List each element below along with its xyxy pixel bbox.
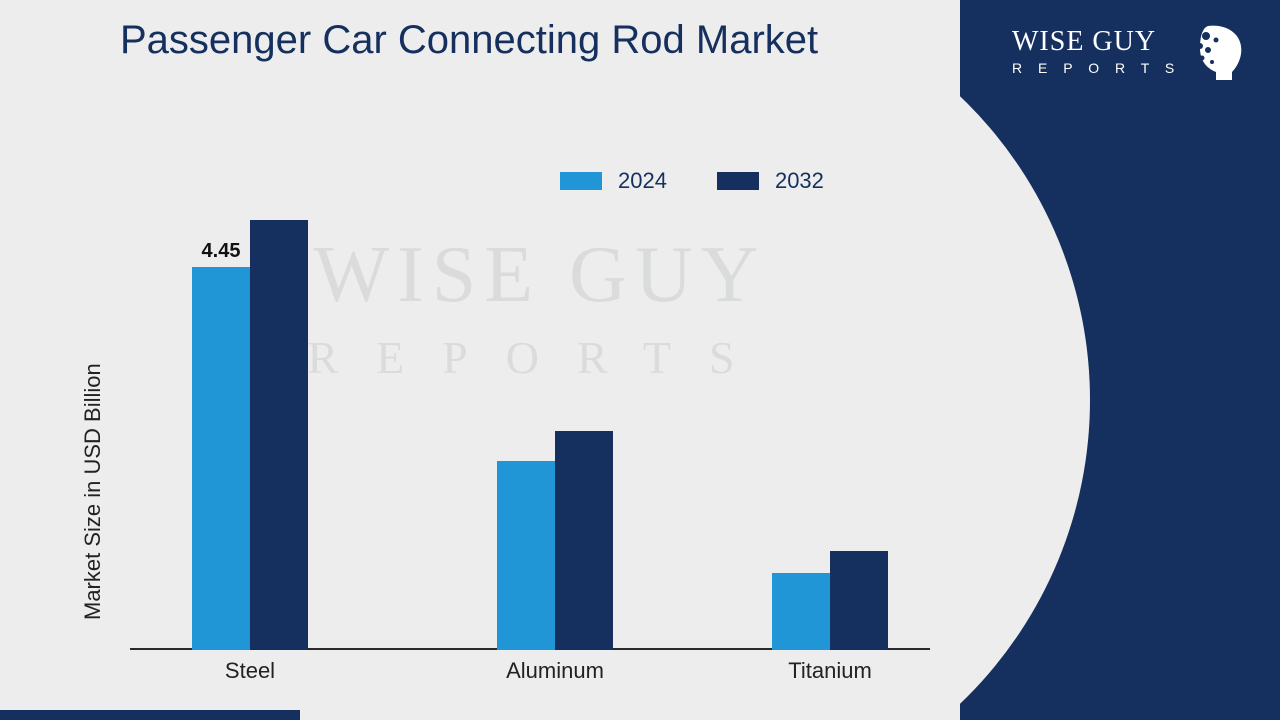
brand-logo: WISE GUY R E P O R T S	[1012, 26, 1180, 76]
brand-line1: WISE GUY	[1012, 26, 1180, 58]
bar-group-aluminum: Aluminum	[497, 431, 613, 650]
y-axis-label: Market Size in USD Billion	[80, 363, 106, 620]
legend-swatch-2024	[560, 172, 602, 190]
bar-aluminum-2032	[555, 431, 613, 650]
legend-label-2024: 2024	[618, 168, 667, 194]
chart-container: WISE GUY REPORTS Passenger Car Connectin…	[0, 0, 1280, 720]
bar-group-titanium: Titanium	[772, 551, 888, 650]
bar-aluminum-2024	[497, 461, 555, 650]
bottom-stripe	[0, 710, 300, 720]
x-label-steel: Steel	[225, 658, 275, 684]
bar-group-steel: 4.45Steel	[192, 220, 308, 650]
brand-head-icon	[1188, 20, 1252, 84]
legend-item-2024: 2024	[560, 168, 667, 194]
value-label-steel-2024: 4.45	[202, 240, 241, 263]
bar-titanium-2032	[830, 551, 888, 650]
bar-steel-2024	[192, 267, 250, 650]
x-label-titanium: Titanium	[788, 658, 872, 684]
bar-steel-2032	[250, 220, 308, 650]
legend: 2024 2032	[560, 168, 824, 194]
x-label-aluminum: Aluminum	[506, 658, 604, 684]
plot-area: 4.45Steel Aluminum Titanium	[130, 220, 930, 650]
legend-swatch-2032	[717, 172, 759, 190]
legend-item-2032: 2032	[717, 168, 824, 194]
chart-title: Passenger Car Connecting Rod Market	[120, 18, 818, 63]
bar-titanium-2024	[772, 573, 830, 650]
brand-line2: R E P O R T S	[1012, 60, 1180, 76]
legend-label-2032: 2032	[775, 168, 824, 194]
